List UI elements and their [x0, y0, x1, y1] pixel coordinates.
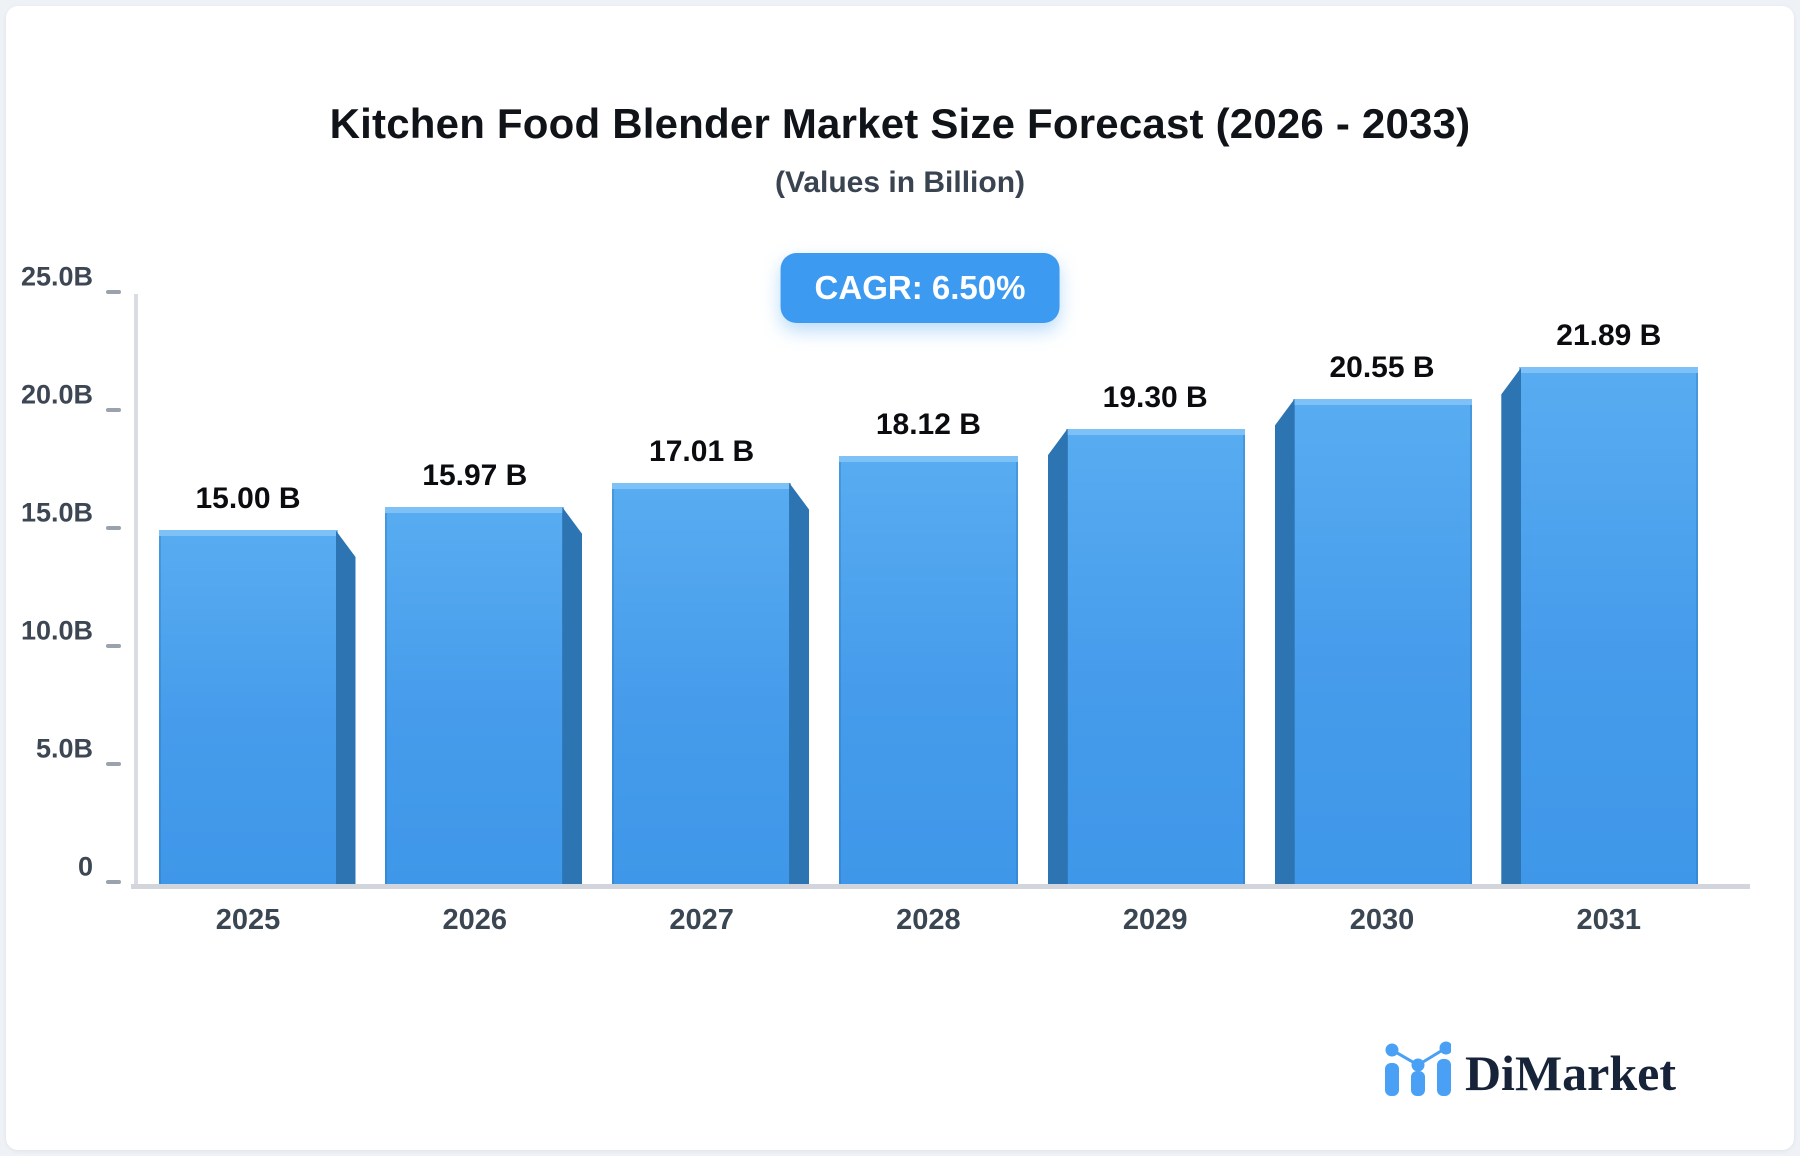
y-axis-label: 10.0B [20, 615, 93, 646]
y-axis-line [134, 294, 138, 888]
plot-area: 0 5.0B 10.0B 15.0B 20.0B 25.0B 15.00 B 2025 15.… [21, 262, 1750, 936]
y-axis-label: 20.0B [20, 379, 93, 410]
brand-name: DiMarket [1464, 1045, 1676, 1101]
bar-3d-side [1047, 428, 1068, 884]
bar-value-label: 20.55 B [1329, 351, 1435, 385]
y-axis-tick [106, 290, 121, 294]
x-axis-line [131, 884, 1750, 889]
y-axis-tick [106, 408, 121, 412]
bar-2031: 21.89 B 2031 [1501, 319, 1699, 936]
bar-top-highlight [1292, 399, 1472, 406]
bar-value-label: 19.30 B [1102, 380, 1208, 414]
bar-3d-side [1274, 399, 1295, 884]
brand-logo: DiMarket [1383, 1040, 1676, 1098]
bar-top-highlight [612, 482, 792, 489]
x-axis-label: 2025 [215, 904, 281, 936]
bar-top-highlight [158, 530, 338, 536]
x-axis-label: 2030 [1349, 904, 1415, 936]
bar-value-label: 15.00 B [195, 482, 301, 515]
x-axis-label: 2031 [1576, 904, 1642, 936]
y-axis-label: 5.0B [35, 733, 93, 764]
chart-header: Kitchen Food Blender Market Size Forecas… [6, 6, 1794, 200]
bar-3d-side [335, 530, 356, 884]
x-axis-label: 2029 [1122, 904, 1188, 936]
bar-2026: 15.97 B 2026 [385, 459, 583, 936]
y-axis-label: 0 [77, 851, 93, 882]
y-axis-tick [106, 644, 121, 648]
bar-2029: 19.30 B 2029 [1047, 381, 1245, 936]
bar-3d-side [562, 507, 583, 884]
bar-value-label: 15.97 B [422, 459, 528, 493]
bar-2028: 18.12 B 2028 [838, 408, 1018, 936]
chart-title: Kitchen Food Blender Market Size Forecas… [329, 100, 1471, 147]
x-axis-label: 2026 [442, 904, 508, 936]
y-axis-tick [106, 880, 121, 884]
bar-3d-side [789, 482, 810, 884]
x-axis-label: 2028 [896, 904, 961, 936]
bar-value-label: 21.89 B [1556, 319, 1662, 353]
bar-top-highlight [385, 507, 565, 514]
y-axis-label: 15.0B [20, 497, 93, 528]
x-axis-label: 2027 [669, 904, 734, 936]
bar-value-label: 17.01 B [649, 434, 755, 468]
bar-2027: 17.01 B 2027 [612, 435, 810, 936]
bar-value-label: 18.12 B [875, 408, 981, 442]
bar-top-highlight [838, 456, 1018, 463]
bar-top-highlight [1065, 428, 1245, 435]
bar-3d-side [1501, 367, 1522, 884]
y-axis-tick [106, 762, 121, 766]
y-axis-label: 25.0B [20, 261, 93, 292]
cagr-badge: CAGR: 6.50% [780, 253, 1060, 323]
chart-subtitle: (Values in Billion) [774, 166, 1026, 199]
bar-chart-logo-icon [1384, 1041, 1451, 1096]
bar-2025: 15.00 B 2025 [158, 482, 356, 936]
bar-2030: 20.55 B 2030 [1274, 351, 1472, 936]
y-axis-tick [106, 526, 121, 530]
chart-card: Kitchen Food Blender Market Size Forecas… [6, 6, 1794, 1150]
bar-top-highlight [1519, 367, 1699, 374]
